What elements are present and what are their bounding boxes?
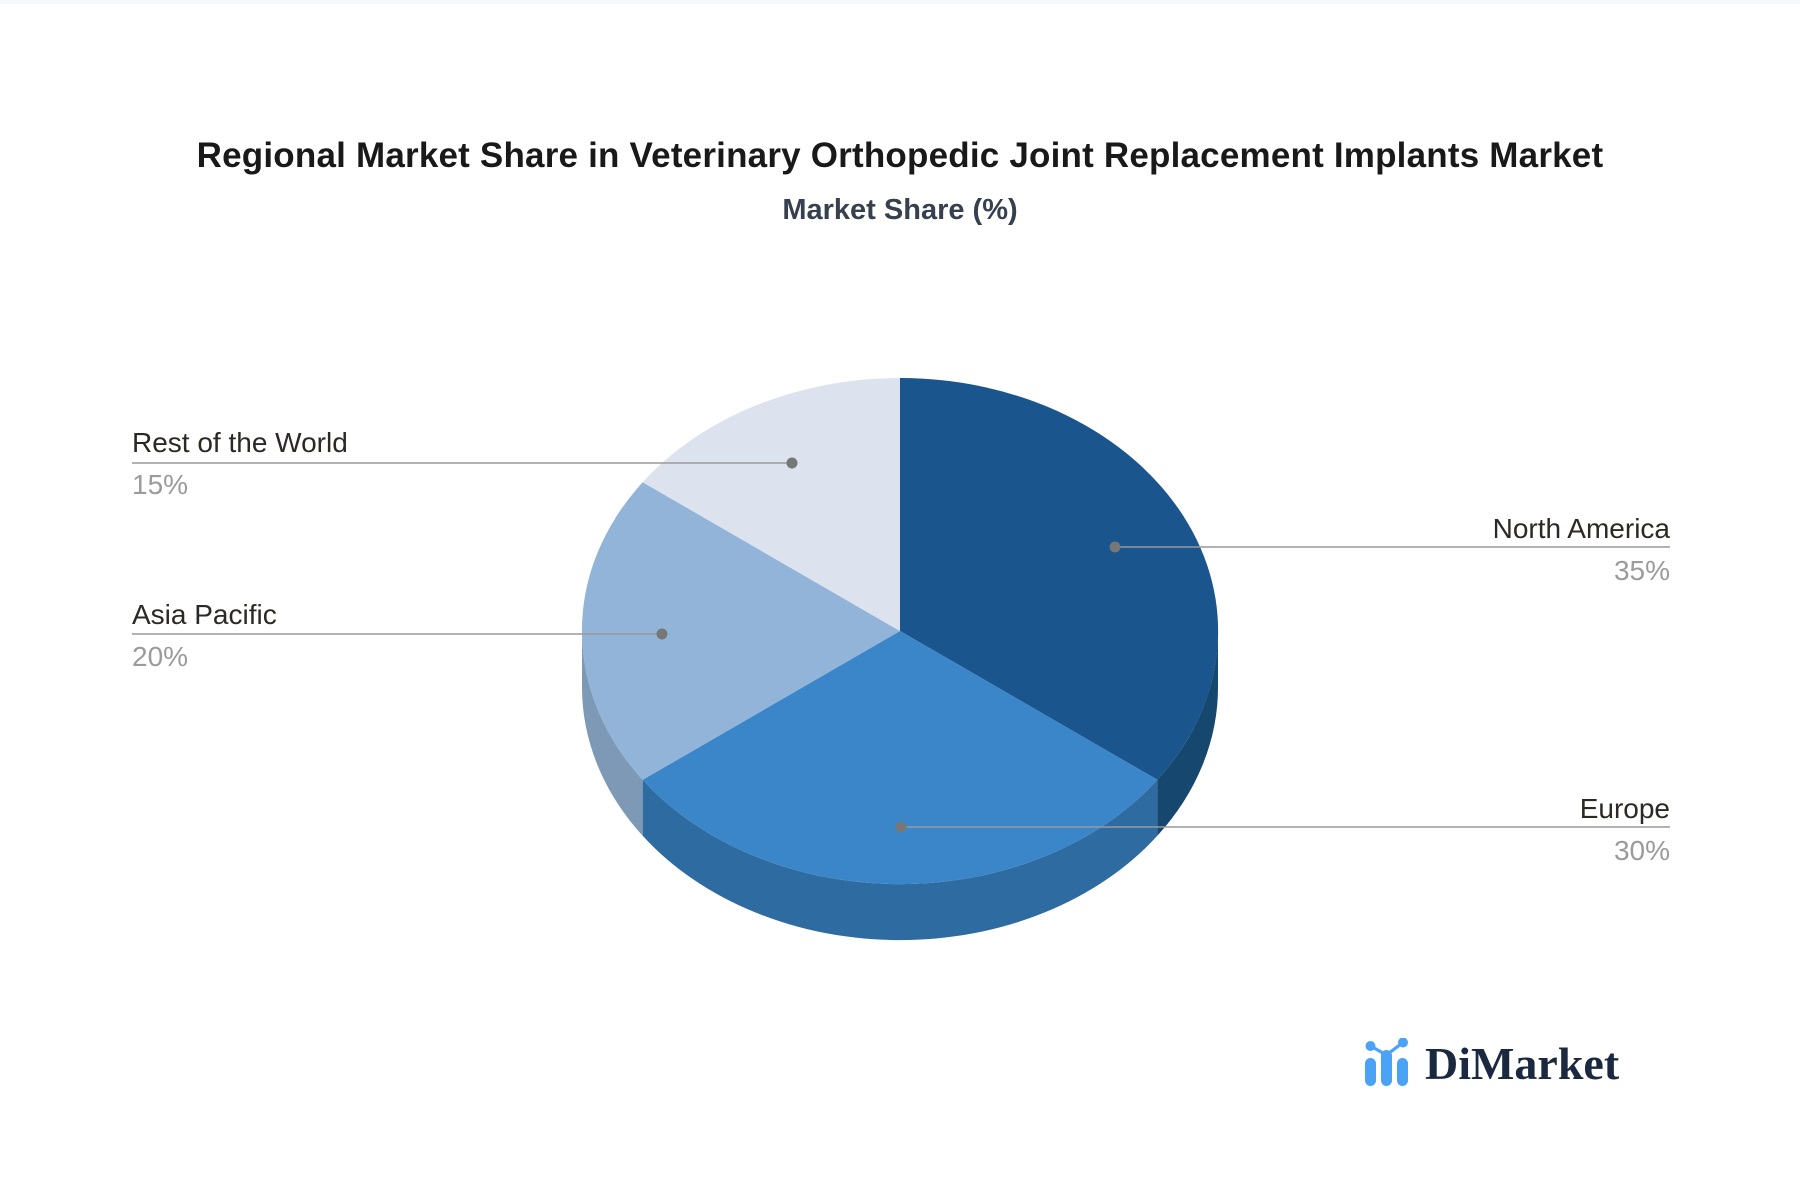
slice-percent-europe: 30% [1613,835,1670,866]
pie-slice-north-america[interactable] [900,377,1219,780]
callout-europe: Europe [1580,792,1670,826]
pie-side-asia-pacific[interactable] [582,631,643,836]
leader-dot-asia-pacific [656,628,668,640]
callout-rest-of-world-pct: 15% [132,468,188,502]
slice-percent-rest-of-world: 15% [132,469,189,500]
slice-label-north-america: North America [1492,513,1670,544]
pie-slice-asia-pacific[interactable] [581,482,900,780]
pie-slice-rest-of-world[interactable] [642,377,900,631]
pie-side-europe[interactable] [642,779,1158,941]
brand-name: DiMarket [1425,1038,1620,1089]
callout-north-america: North America [1493,512,1670,546]
brand-logo: DiMarket [1358,1038,1619,1090]
slice-label-rest-of-world: Rest of the World [132,427,348,458]
pie-side-north-america[interactable] [1157,631,1219,836]
callout-asia-pacific-pct: 20% [132,640,188,674]
slice-percent-asia-pacific: 20% [132,641,189,672]
slice-percent-north-america: 35% [1613,555,1670,586]
slice-label-europe: Europe [1579,793,1670,824]
leader-dot-europe [895,821,907,833]
callout-asia-pacific: Asia Pacific [132,598,277,632]
leader-dot-rest-of-world [786,457,798,469]
chart-subtitle: Market Share (%) [782,194,1018,226]
bar-chart-logo-icon [1365,1038,1408,1086]
callout-north-america-pct: 35% [1614,554,1670,588]
pie-slice-europe[interactable] [642,631,1158,885]
leader-dots [656,457,1121,833]
chart-title: Regional Market Share in Veterinary Orth… [196,136,1604,175]
top-edge-strip [0,0,1800,4]
callout-rest-of-world: Rest of the World [132,426,348,460]
leader-lines [132,462,1670,828]
slice-label-asia-pacific: Asia Pacific [132,599,277,630]
callout-europe-pct: 30% [1614,834,1670,868]
leader-dot-north-america [1109,541,1121,553]
